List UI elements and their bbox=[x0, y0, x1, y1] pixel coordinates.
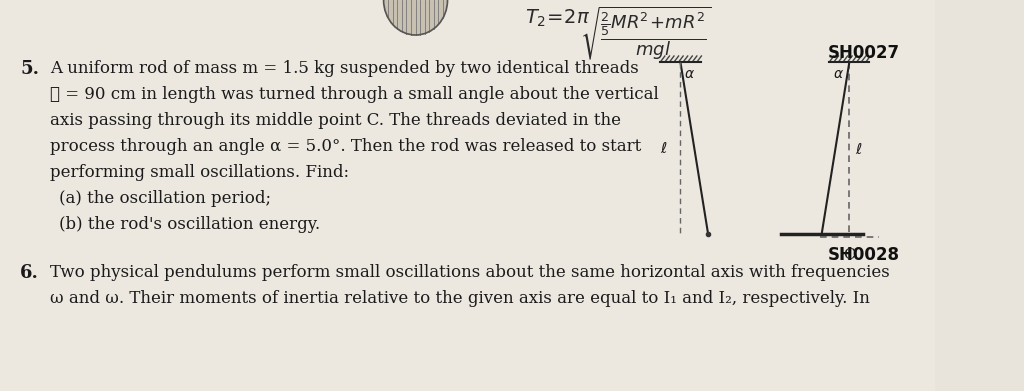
Text: ℓ = 90 cm in length was turned through a small angle about the vertical: ℓ = 90 cm in length was turned through a… bbox=[50, 86, 659, 103]
Circle shape bbox=[384, 0, 447, 35]
Text: $\alpha$: $\alpha$ bbox=[684, 67, 695, 81]
Text: $\sqrt{\dfrac{\frac{2}{5}MR^2\!+\!mR^2}{mgl}}$: $\sqrt{\dfrac{\frac{2}{5}MR^2\!+\!mR^2}{… bbox=[580, 5, 711, 63]
Text: ω and ω. Their moments of inertia relative to the given axis are equal to I₁ and: ω and ω. Their moments of inertia relati… bbox=[50, 290, 873, 307]
Text: $\ell$: $\ell$ bbox=[660, 141, 668, 156]
Text: SH0027: SH0027 bbox=[827, 44, 900, 62]
Text: axis passing through its middle point C. The threads deviated in the: axis passing through its middle point C.… bbox=[50, 112, 622, 129]
Text: 5.: 5. bbox=[20, 60, 39, 78]
Text: $\alpha$: $\alpha$ bbox=[833, 67, 844, 81]
Text: (a) the oscillation period;: (a) the oscillation period; bbox=[59, 190, 271, 207]
Text: $\ell$: $\ell$ bbox=[855, 142, 862, 157]
Text: process through an angle α = 5.0°. Then the rod was released to start: process through an angle α = 5.0°. Then … bbox=[50, 138, 641, 155]
Text: 6.: 6. bbox=[20, 264, 39, 282]
Text: C: C bbox=[844, 248, 855, 262]
Text: SH0028: SH0028 bbox=[827, 246, 900, 264]
Text: A uniform rod of mass m = 1.5 kg suspended by two identical threads: A uniform rod of mass m = 1.5 kg suspend… bbox=[50, 60, 639, 77]
Text: Two physical pendulums perform small oscillations about the same horizontal axis: Two physical pendulums perform small osc… bbox=[50, 264, 890, 281]
Text: performing small oscillations. Find:: performing small oscillations. Find: bbox=[50, 164, 349, 181]
Text: (b) the rod's oscillation energy.: (b) the rod's oscillation energy. bbox=[59, 216, 321, 233]
Text: $T_2\!=\!2\pi$: $T_2\!=\!2\pi$ bbox=[525, 8, 590, 29]
